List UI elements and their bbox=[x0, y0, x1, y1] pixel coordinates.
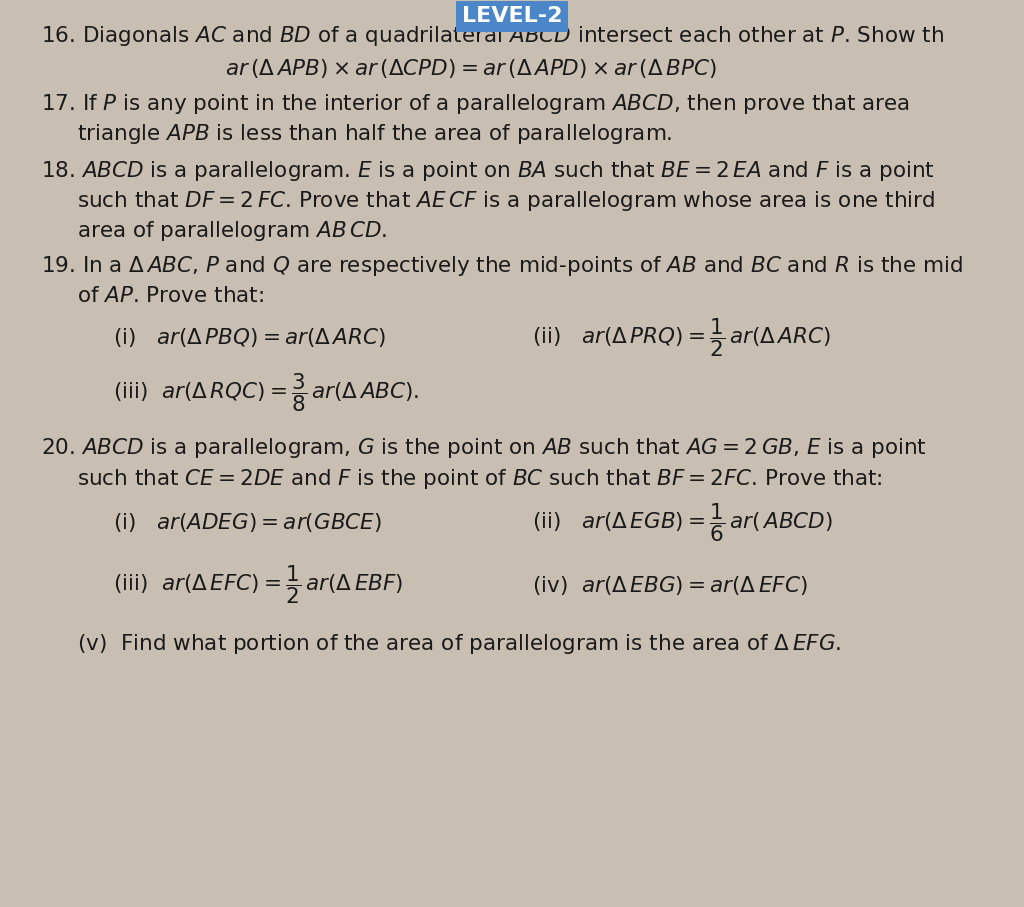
Text: (iii)  $ar(\Delta\,RQC) = \dfrac{3}{8}\,ar(\Delta\,ABC)$.: (iii) $ar(\Delta\,RQC) = \dfrac{3}{8}\,a… bbox=[113, 371, 419, 414]
Text: of $AP$. Prove that:: of $AP$. Prove that: bbox=[77, 286, 264, 306]
Text: (iv)  $ar(\Delta\,EBG) = ar(\Delta\,EFC)$: (iv) $ar(\Delta\,EBG) = ar(\Delta\,EFC)$ bbox=[532, 573, 808, 597]
Text: $ar\,(\Delta\,APB) \times ar\,(\Delta CPD) = ar\,(\Delta\,APD) \times ar\,(\Delt: $ar\,(\Delta\,APB) \times ar\,(\Delta CP… bbox=[225, 57, 717, 81]
Text: (ii)   $ar(\Delta\,PRQ) = \dfrac{1}{2}\,ar(\Delta\,ARC)$: (ii) $ar(\Delta\,PRQ) = \dfrac{1}{2}\,ar… bbox=[532, 316, 831, 359]
Text: (iii)  $ar(\Delta\,EFC) = \dfrac{1}{2}\,ar(\Delta\,EBF)$: (iii) $ar(\Delta\,EFC) = \dfrac{1}{2}\,a… bbox=[113, 563, 403, 607]
Text: 20. $ABCD$ is a parallelogram, $G$ is the point on $AB$ such that $AG = 2\,GB$, : 20. $ABCD$ is a parallelogram, $G$ is th… bbox=[41, 436, 927, 460]
Text: 18. $ABCD$ is a parallelogram. $E$ is a point on $BA$ such that $BE = 2\,EA$ and: 18. $ABCD$ is a parallelogram. $E$ is a … bbox=[41, 159, 935, 182]
Text: 19. In a $\Delta\,ABC$, $P$ and $Q$ are respectively the mid-points of $AB$ and : 19. In a $\Delta\,ABC$, $P$ and $Q$ are … bbox=[41, 254, 963, 278]
Text: (i)   $ar(\Delta\,PBQ) = ar(\Delta\,ARC)$: (i) $ar(\Delta\,PBQ) = ar(\Delta\,ARC)$ bbox=[113, 326, 386, 349]
Text: (ii)   $ar(\Delta\,EGB) = \dfrac{1}{6}\,ar(\,ABCD)$: (ii) $ar(\Delta\,EGB) = \dfrac{1}{6}\,ar… bbox=[532, 501, 834, 544]
Text: 16. Diagonals $AC$ and $BD$ of a quadrilateral $ABCD$ intersect each other at $P: 16. Diagonals $AC$ and $BD$ of a quadril… bbox=[41, 24, 944, 48]
Text: 17. If $P$ is any point in the interior of a parallelogram $ABCD$, then prove th: 17. If $P$ is any point in the interior … bbox=[41, 93, 910, 116]
Text: area of parallelogram $AB\,CD$.: area of parallelogram $AB\,CD$. bbox=[77, 219, 387, 243]
Text: LEVEL-2: LEVEL-2 bbox=[462, 6, 562, 26]
Text: such that $DF = 2\,FC$. Prove that $AE\,CF$ is a parallelogram whose area is one: such that $DF = 2\,FC$. Prove that $AE\,… bbox=[77, 190, 935, 213]
Text: (i)   $ar(ADEG) = ar(GBCE)$: (i) $ar(ADEG) = ar(GBCE)$ bbox=[113, 511, 382, 534]
Text: (v)  Find what portion of the area of parallelogram is the area of $\Delta\,EFG$: (v) Find what portion of the area of par… bbox=[77, 632, 841, 656]
Text: such that $CE = 2DE$ and $F$ is the point of $BC$ such that $BF = 2FC$. Prove th: such that $CE = 2DE$ and $F$ is the poin… bbox=[77, 467, 883, 491]
Text: triangle $APB$ is less than half the area of parallelogram.: triangle $APB$ is less than half the are… bbox=[77, 122, 673, 146]
